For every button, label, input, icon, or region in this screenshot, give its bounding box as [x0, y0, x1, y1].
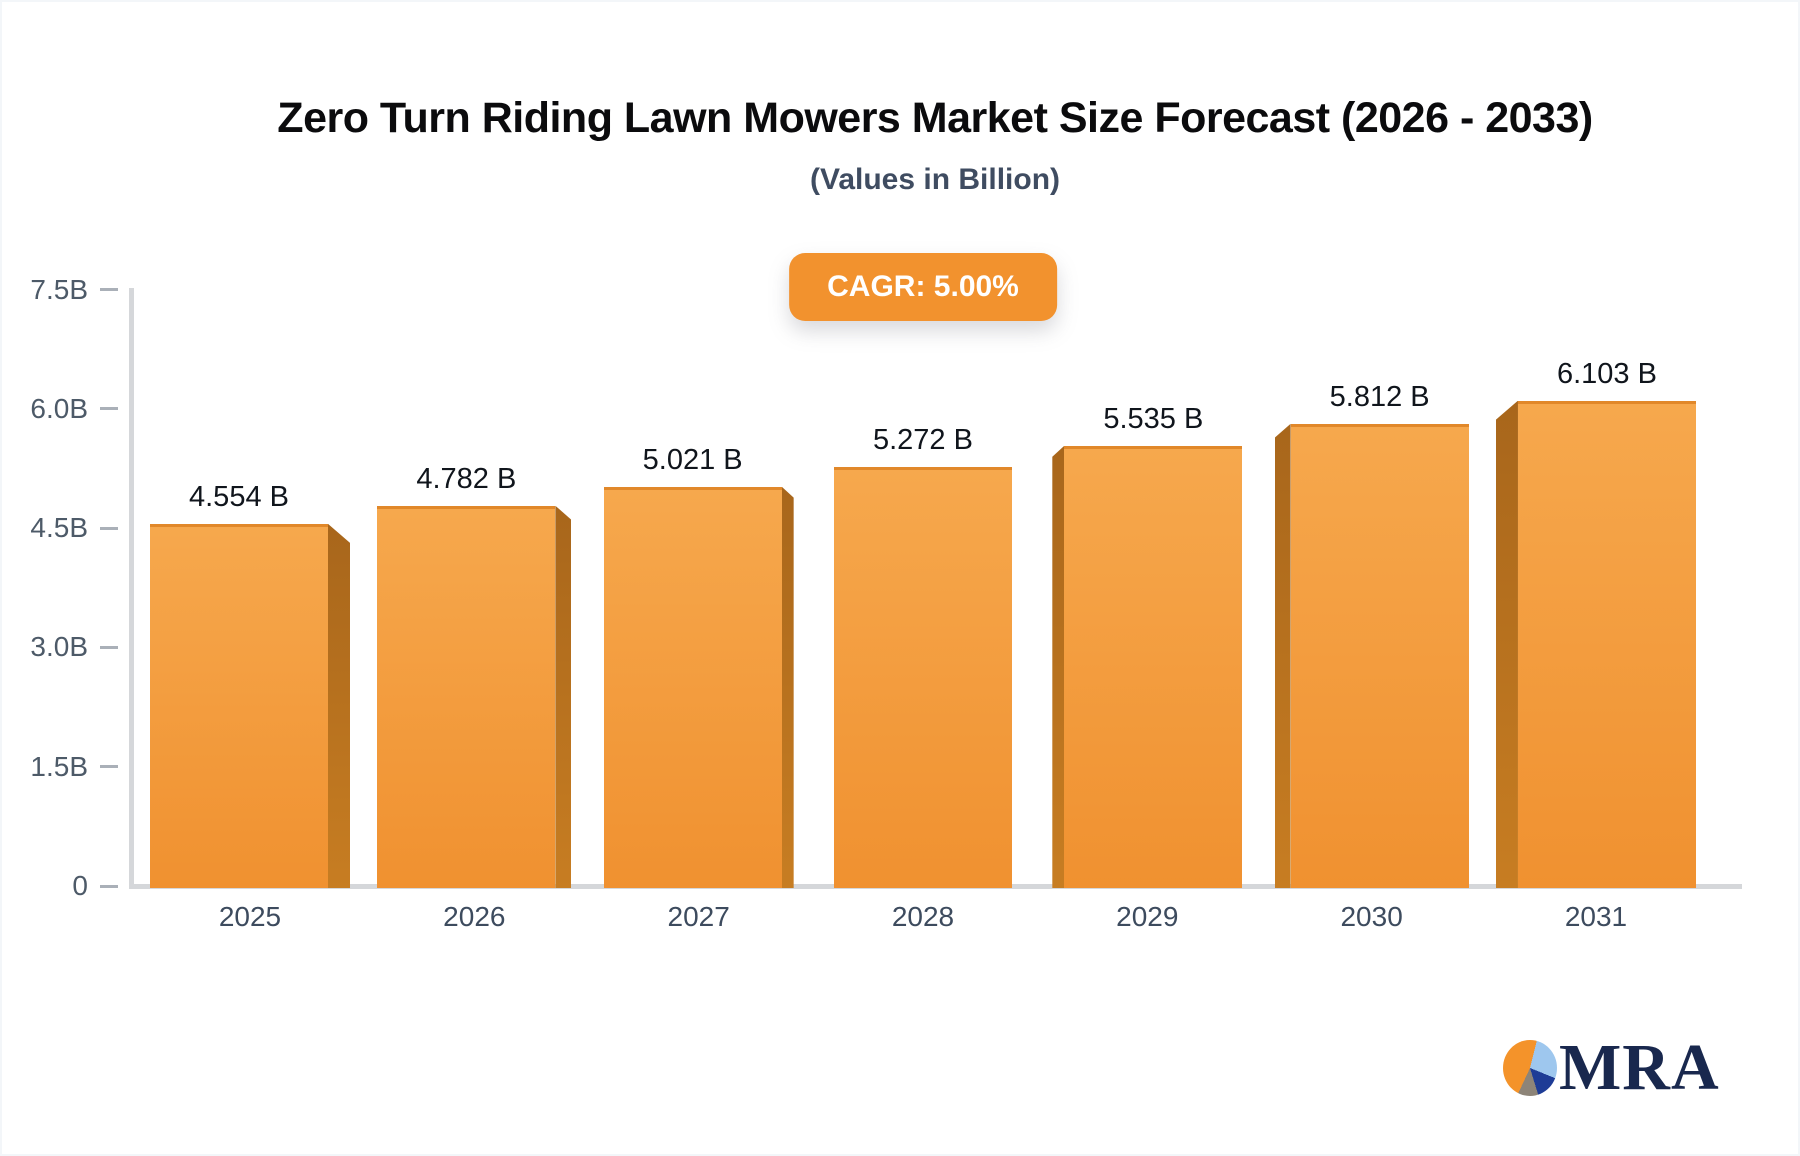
bar-value-label: 5.535 B	[1103, 402, 1204, 435]
bar-2030	[1290, 423, 1469, 888]
pie-chart-logo-icon	[1503, 1040, 1557, 1096]
y-tick-mark	[100, 645, 118, 649]
logo-text: MRA	[1559, 1031, 1720, 1104]
bar-2027	[603, 486, 782, 888]
mra-logo: MRA	[1503, 1031, 1720, 1104]
bar-value-label: 4.782 B	[416, 462, 517, 495]
y-tick-mark	[100, 288, 118, 292]
x-axis-label: 2030	[1340, 901, 1403, 932]
chart-subtitle: (Values in Billion)	[809, 163, 1061, 196]
y-tick-label: 3.0B	[30, 631, 88, 663]
bar-side-face	[1495, 400, 1518, 888]
y-tick-label: 7.5B	[30, 273, 88, 305]
y-tick-label: 4.5B	[30, 512, 88, 544]
y-tick-mark	[100, 526, 118, 530]
cagr-badge: CAGR: 5.00%	[789, 253, 1057, 321]
y-axis-line	[129, 288, 134, 889]
bar-value-label: 5.812 B	[1329, 380, 1430, 413]
bar-2029	[1064, 445, 1243, 888]
bar-2025	[150, 523, 328, 888]
chart-title: Zero Turn Riding Lawn Mowers Market Size…	[277, 94, 1593, 142]
bar-2028	[833, 466, 1012, 888]
x-axis-label: 2025	[218, 901, 282, 932]
x-axis-label: 2031	[1564, 901, 1628, 932]
bar-side-face	[1274, 423, 1291, 888]
bar-side-face	[328, 523, 350, 888]
x-axis-label: 2026	[443, 901, 506, 932]
bar-side-face	[1052, 445, 1065, 888]
x-axis-label: 2029	[1116, 901, 1179, 932]
bar-side-face	[781, 486, 794, 888]
y-tick-mark	[100, 884, 118, 888]
y-tick-label: 0	[72, 870, 88, 901]
y-tick-label: 1.5B	[30, 750, 88, 782]
y-tick-mark	[100, 765, 118, 769]
x-axis-label: 2028	[891, 901, 955, 932]
bar-value-label: 5.272 B	[872, 423, 973, 456]
y-tick-mark	[100, 407, 118, 411]
bar-value-label: 6.103 B	[1556, 357, 1657, 390]
x-axis-label: 2027	[667, 901, 730, 932]
bar-value-label: 5.021 B	[642, 443, 743, 476]
bar-value-label: 4.554 B	[189, 480, 289, 513]
bar-2031	[1517, 400, 1696, 888]
y-tick-label: 6.0B	[30, 392, 88, 424]
bar-2026	[377, 505, 556, 888]
bar-side-face	[555, 505, 572, 888]
